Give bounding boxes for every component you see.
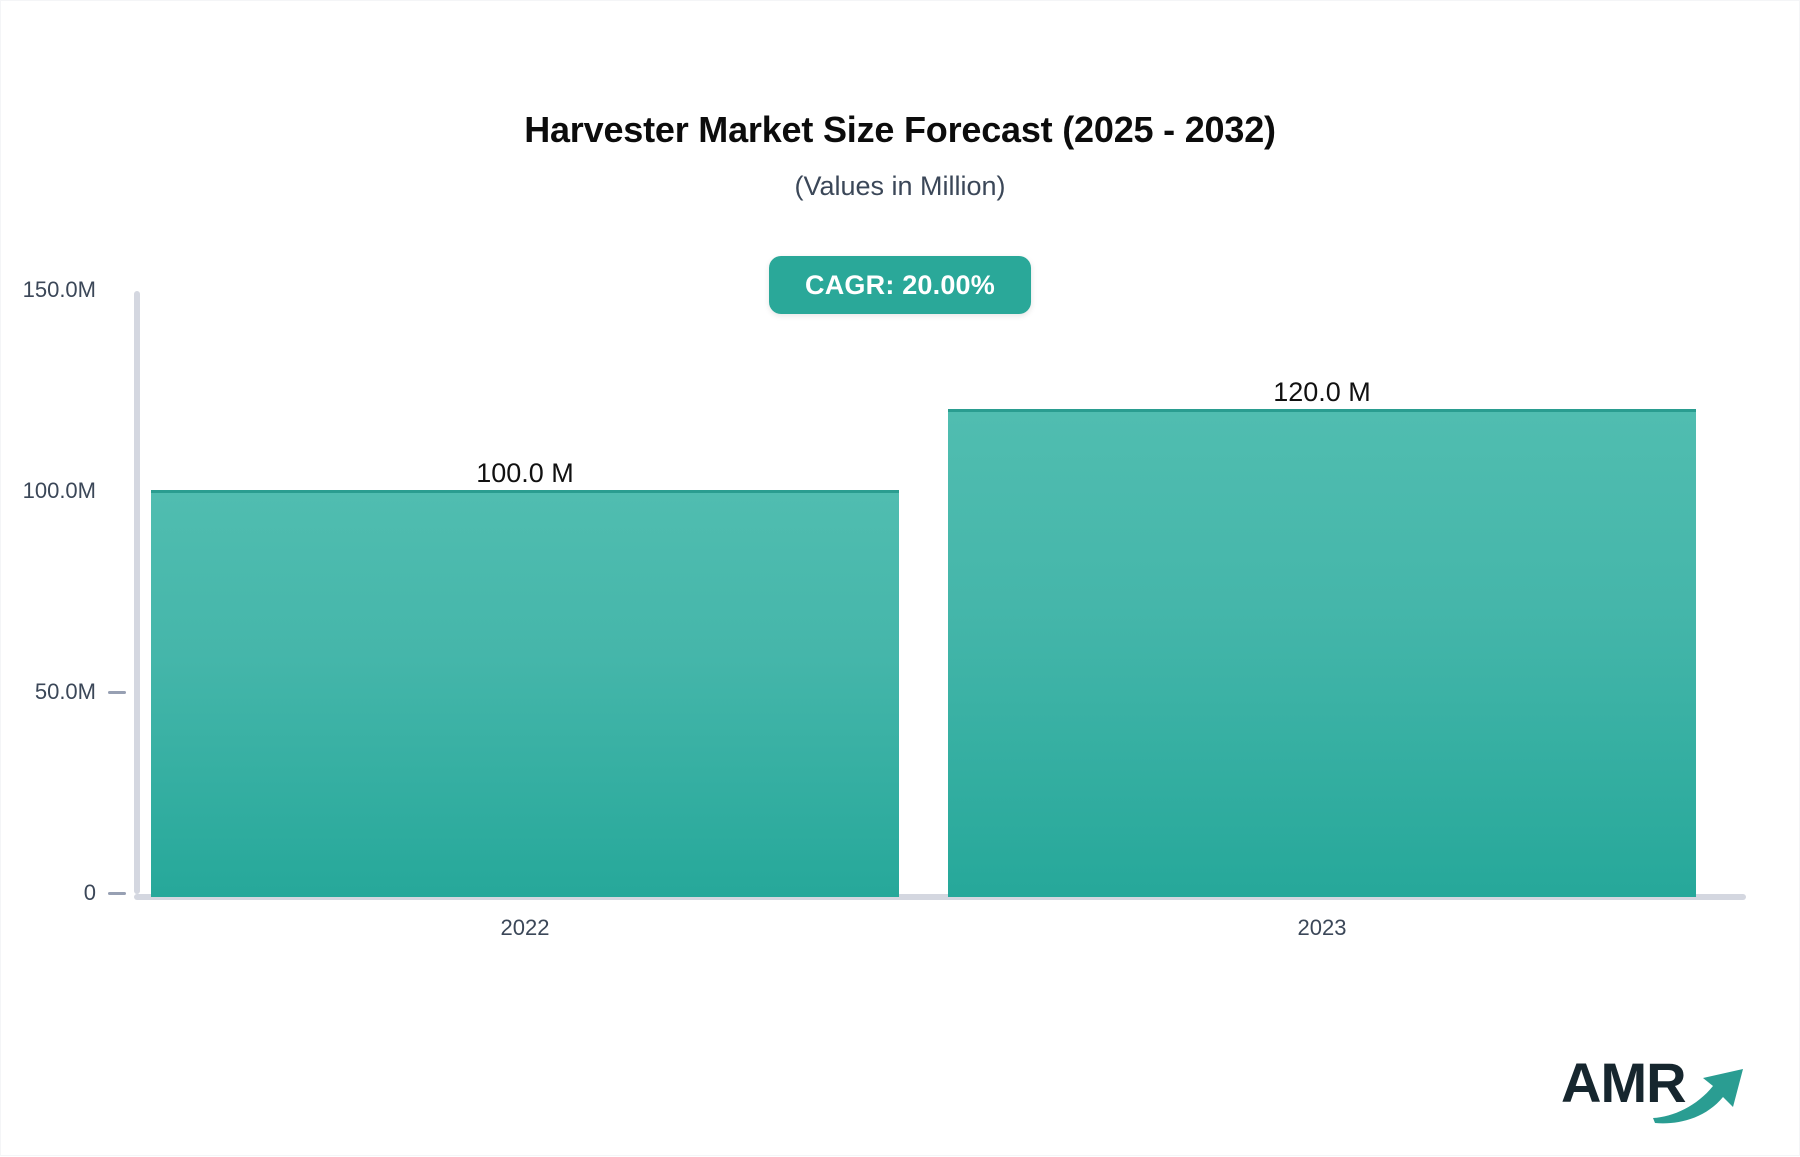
chart-subtitle: (Values in Million)	[794, 171, 1006, 201]
page-title: Harvester Market Size Forecast (2025 - 2…	[524, 109, 1276, 150]
bar-value-2023: 120.0 M	[1273, 377, 1371, 407]
bar-2022	[151, 490, 899, 897]
x-axis-label-2023: 2023	[1297, 915, 1347, 940]
growth-arrow-icon	[1653, 1069, 1743, 1124]
y-axis-label-150: 150.0M	[22, 277, 96, 302]
y-axis-tick-0	[108, 892, 126, 895]
y-axis-label-100: 100.0M	[22, 478, 96, 503]
y-axis-label-0: 0	[83, 880, 96, 905]
bar-2023	[948, 409, 1696, 897]
y-axis-tick-50	[108, 691, 126, 694]
x-axis-line	[134, 894, 1746, 900]
x-axis-label-2022: 2022	[500, 915, 550, 940]
amr-logo-text: AMR	[1561, 1051, 1687, 1114]
amr-logo: AMR	[1561, 1049, 1751, 1127]
cagr-badge: CAGR: 20.00%	[769, 256, 1031, 314]
y-axis-label-50: 50.0M	[34, 679, 96, 704]
y-axis-line	[134, 291, 140, 894]
bar-value-2022: 100.0 M	[476, 458, 574, 488]
